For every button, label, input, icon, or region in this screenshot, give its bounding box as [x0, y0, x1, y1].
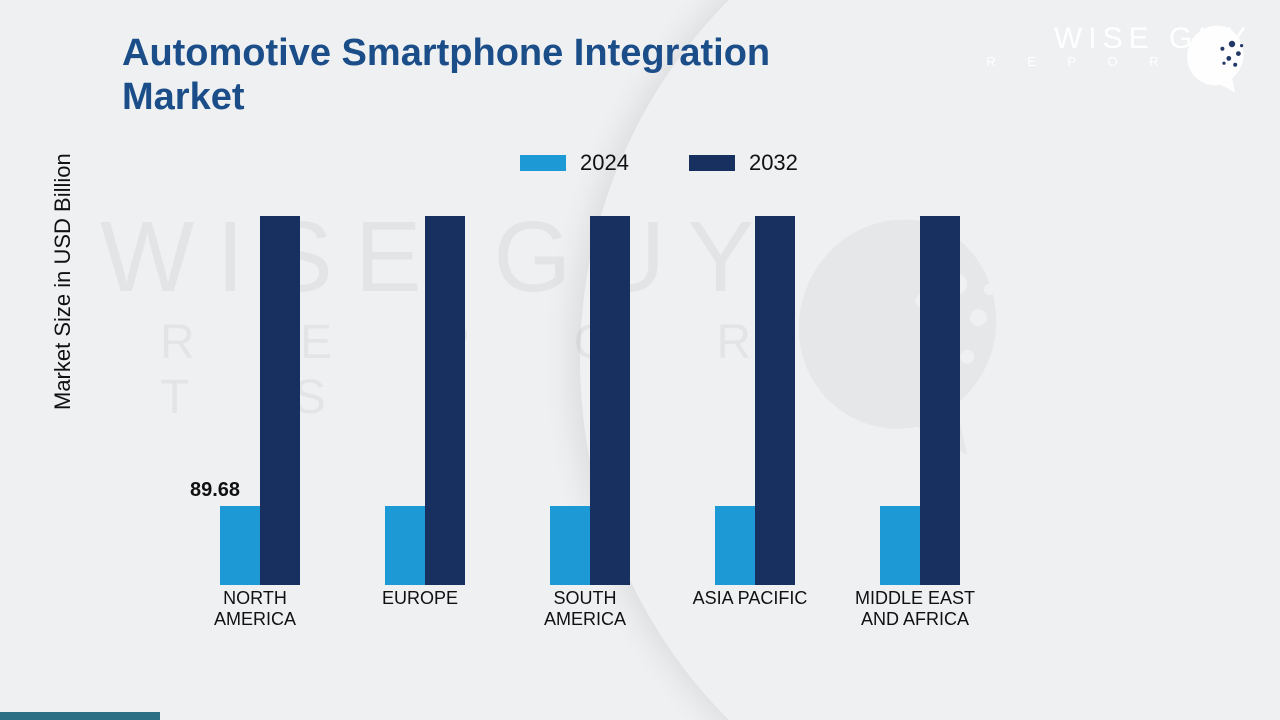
chart-legend: 2024 2032 [520, 150, 798, 176]
bar [920, 216, 960, 585]
plot-area: 89.68 [150, 190, 970, 585]
bar [715, 506, 755, 585]
legend-label-2024: 2024 [580, 150, 629, 176]
x-axis-label: EUROPE [350, 588, 490, 609]
legend-item-2024: 2024 [520, 150, 629, 176]
bar [220, 506, 260, 585]
x-axis-label: ASIA PACIFIC [680, 588, 820, 609]
legend-swatch-2024 [520, 155, 566, 171]
brand-head-icon [1176, 20, 1256, 100]
bar [260, 216, 300, 585]
x-axis-label: MIDDLE EAST AND AFRICA [845, 588, 985, 629]
footer-accent-bar [0, 712, 160, 720]
legend-label-2032: 2032 [749, 150, 798, 176]
bar-chart: Market Size in USD Billion 2024 2032 89.… [80, 150, 980, 670]
x-axis-label: NORTH AMERICA [185, 588, 325, 629]
chart-title: Automotive Smartphone Integration Market [122, 32, 862, 119]
stage: WISE GUY R E P O R T S Automotive Smartp… [0, 0, 1280, 720]
bar [425, 216, 465, 585]
legend-swatch-2032 [689, 155, 735, 171]
x-axis-label: SOUTH AMERICA [515, 588, 655, 629]
bar [590, 216, 630, 585]
bar [550, 506, 590, 585]
bar [385, 506, 425, 585]
bar-value-label: 89.68 [190, 479, 240, 502]
bar [755, 216, 795, 585]
y-axis-label: Market Size in USD Billion [50, 153, 76, 410]
bar [880, 506, 920, 585]
legend-item-2032: 2032 [689, 150, 798, 176]
